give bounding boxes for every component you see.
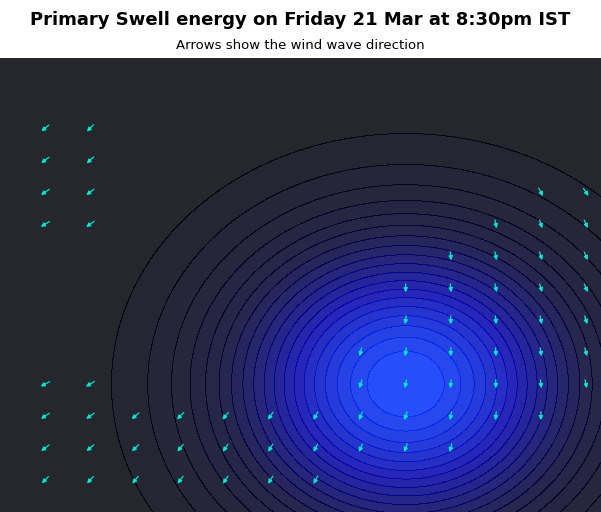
Text: Arrows show the wind wave direction: Arrows show the wind wave direction (176, 38, 425, 52)
Text: Primary Swell energy on Friday 21 Mar at 8:30pm IST: Primary Swell energy on Friday 21 Mar at… (30, 11, 571, 29)
